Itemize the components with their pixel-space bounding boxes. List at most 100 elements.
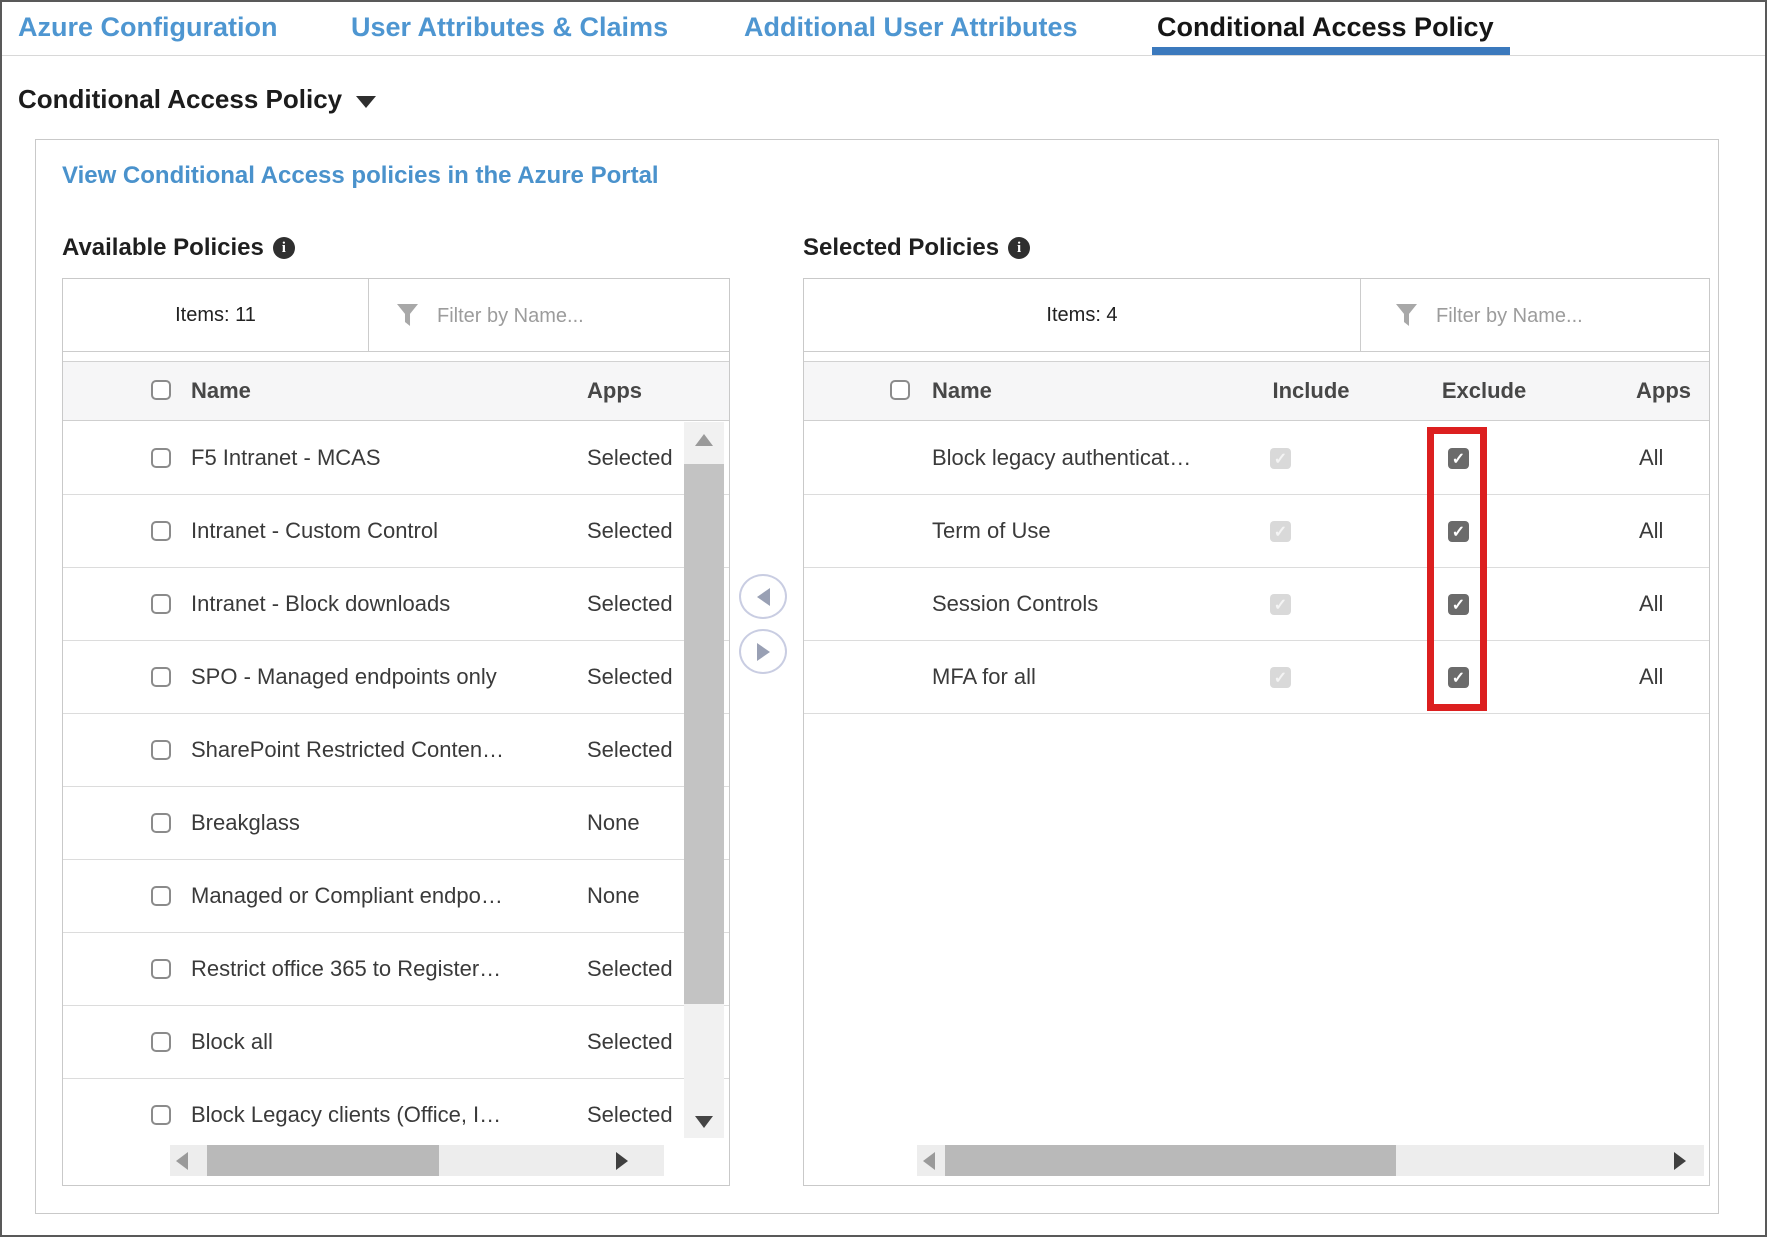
chevron-down-icon bbox=[356, 95, 377, 108]
policy-name: Block all bbox=[191, 1029, 273, 1054]
selected-policies-title: Selected Policies i bbox=[803, 234, 1031, 262]
row-checkbox[interactable] bbox=[151, 448, 171, 468]
available-table-header: Name Apps bbox=[63, 361, 729, 421]
info-icon[interactable]: i bbox=[1008, 237, 1031, 259]
arrow-right-icon bbox=[756, 642, 770, 661]
policy-name: Restrict office 365 to Register… bbox=[191, 956, 502, 981]
column-header-name: Name bbox=[191, 378, 251, 403]
policy-apps-value: All bbox=[1639, 591, 1664, 616]
active-tab-underline bbox=[1152, 47, 1510, 55]
scroll-right-icon[interactable] bbox=[1674, 1152, 1686, 1170]
column-header-apps: Apps bbox=[1636, 378, 1691, 403]
table-row: Managed or Compliant endpo… None bbox=[63, 860, 729, 933]
policy-name: MFA for all bbox=[932, 664, 1036, 689]
table-row: Term of Use All bbox=[804, 495, 1709, 568]
selected-rows-viewport: Block legacy authenticat… All Term of Us… bbox=[804, 422, 1709, 1138]
scroll-right-icon[interactable] bbox=[616, 1152, 628, 1170]
policy-apps-value: Selected bbox=[587, 956, 673, 981]
table-row: Session Controls All bbox=[804, 568, 1709, 641]
scroll-left-icon[interactable] bbox=[923, 1152, 935, 1170]
scroll-left-icon[interactable] bbox=[176, 1152, 188, 1170]
policy-apps-value: Selected bbox=[587, 737, 673, 762]
available-filter-input[interactable] bbox=[435, 280, 709, 352]
table-row: Block Legacy clients (Office, I… Selecte… bbox=[63, 1079, 729, 1138]
vertical-scrollbar[interactable] bbox=[684, 422, 724, 1138]
available-policies-title: Available Policies i bbox=[62, 234, 295, 262]
row-checkbox[interactable] bbox=[151, 886, 171, 906]
exclude-checkbox[interactable] bbox=[1448, 594, 1469, 615]
policy-name: Session Controls bbox=[932, 591, 1099, 616]
tab-conditional-access-policy[interactable]: Conditional Access Policy bbox=[1157, 12, 1494, 42]
section-title: Conditional Access Policy bbox=[18, 84, 343, 114]
policy-apps-value: Selected bbox=[587, 1029, 673, 1054]
selected-policies-label: Selected Policies bbox=[803, 234, 1000, 261]
available-filter-row: Items: 11 bbox=[63, 279, 729, 352]
horizontal-scroll-thumb[interactable] bbox=[207, 1145, 439, 1176]
selected-filter-input[interactable] bbox=[1434, 280, 1693, 352]
table-row: MFA for all All bbox=[804, 641, 1709, 714]
selected-policies-table: Items: 4 Name Include Exclude Apps Block… bbox=[803, 278, 1710, 1186]
select-all-checkbox[interactable] bbox=[151, 380, 171, 400]
policy-apps-value: Selected bbox=[587, 591, 673, 616]
exclude-checkbox[interactable] bbox=[1448, 667, 1469, 688]
filter-funnel-icon bbox=[397, 304, 418, 326]
table-row: Block legacy authenticat… All bbox=[804, 422, 1709, 495]
info-icon[interactable]: i bbox=[272, 237, 295, 259]
table-row: Intranet - Block downloads Selected bbox=[63, 568, 729, 641]
top-tab-bar: Azure Configuration User Attributes & Cl… bbox=[2, 2, 1765, 56]
row-checkbox[interactable] bbox=[151, 740, 171, 760]
select-all-checkbox[interactable] bbox=[890, 380, 910, 400]
row-checkbox[interactable] bbox=[151, 594, 171, 614]
column-header-include: Include bbox=[1272, 378, 1350, 403]
policy-apps-value: None bbox=[587, 883, 640, 908]
row-checkbox[interactable] bbox=[151, 667, 171, 687]
table-row: Intranet - Custom Control Selected bbox=[63, 495, 729, 568]
available-items-count: Items: 11 bbox=[175, 304, 256, 326]
row-checkbox[interactable] bbox=[151, 1105, 171, 1125]
row-checkbox[interactable] bbox=[151, 813, 171, 833]
tab-user-attributes-claims[interactable]: User Attributes & Claims bbox=[351, 12, 669, 42]
policy-name: Managed or Compliant endpo… bbox=[191, 883, 503, 908]
horizontal-scroll-thumb[interactable] bbox=[945, 1145, 1396, 1176]
horizontal-scrollbar[interactable] bbox=[917, 1145, 1704, 1176]
row-checkbox[interactable] bbox=[151, 521, 171, 541]
exclude-checkbox[interactable] bbox=[1448, 448, 1469, 469]
exclude-checkbox[interactable] bbox=[1448, 521, 1469, 542]
policy-apps-value: Selected bbox=[587, 518, 673, 543]
tab-additional-user-attributes[interactable]: Additional User Attributes bbox=[744, 12, 1078, 42]
row-checkbox[interactable] bbox=[151, 959, 171, 979]
include-checkbox bbox=[1270, 448, 1291, 469]
filter-funnel-icon bbox=[1396, 304, 1417, 326]
move-left-button[interactable] bbox=[739, 574, 787, 619]
table-row: Restrict office 365 to Register… Selecte… bbox=[63, 933, 729, 1006]
available-rows-viewport: F5 Intranet - MCAS Selected Intranet - C… bbox=[63, 422, 729, 1138]
move-right-button[interactable] bbox=[739, 629, 787, 674]
available-policies-table: Items: 11 Name Apps F5 Intranet - MCAS S… bbox=[62, 278, 730, 1186]
section-header-toggle[interactable]: Conditional Access Policy bbox=[18, 84, 377, 115]
policy-name: Intranet - Custom Control bbox=[191, 518, 438, 543]
table-row: Breakglass None bbox=[63, 787, 729, 860]
available-policies-label: Available Policies bbox=[62, 234, 264, 261]
policy-apps-value: All bbox=[1639, 518, 1664, 543]
scroll-up-icon[interactable] bbox=[695, 434, 713, 446]
policy-name: Intranet - Block downloads bbox=[191, 591, 451, 616]
scroll-down-icon[interactable] bbox=[695, 1116, 713, 1128]
column-header-apps: Apps bbox=[587, 378, 642, 403]
include-checkbox bbox=[1270, 667, 1291, 688]
column-header-exclude: Exclude bbox=[1441, 378, 1527, 403]
row-checkbox[interactable] bbox=[151, 1032, 171, 1052]
policy-panel: View Conditional Access policies in the … bbox=[35, 139, 1719, 1214]
policy-name: SharePoint Restricted Conten… bbox=[191, 737, 505, 762]
policy-apps-value: Selected bbox=[587, 664, 673, 689]
vertical-scroll-thumb[interactable] bbox=[684, 464, 724, 1004]
tab-azure-configuration[interactable]: Azure Configuration bbox=[18, 12, 278, 42]
policy-apps-value: Selected bbox=[587, 1102, 673, 1127]
include-checkbox bbox=[1270, 594, 1291, 615]
horizontal-scrollbar[interactable] bbox=[170, 1145, 664, 1176]
divider bbox=[1360, 279, 1361, 351]
policy-name: F5 Intranet - MCAS bbox=[191, 445, 381, 470]
table-row: F5 Intranet - MCAS Selected bbox=[63, 422, 729, 495]
selected-table-header: Name Include Exclude Apps bbox=[804, 361, 1709, 421]
azure-portal-link[interactable]: View Conditional Access policies in the … bbox=[62, 162, 659, 189]
